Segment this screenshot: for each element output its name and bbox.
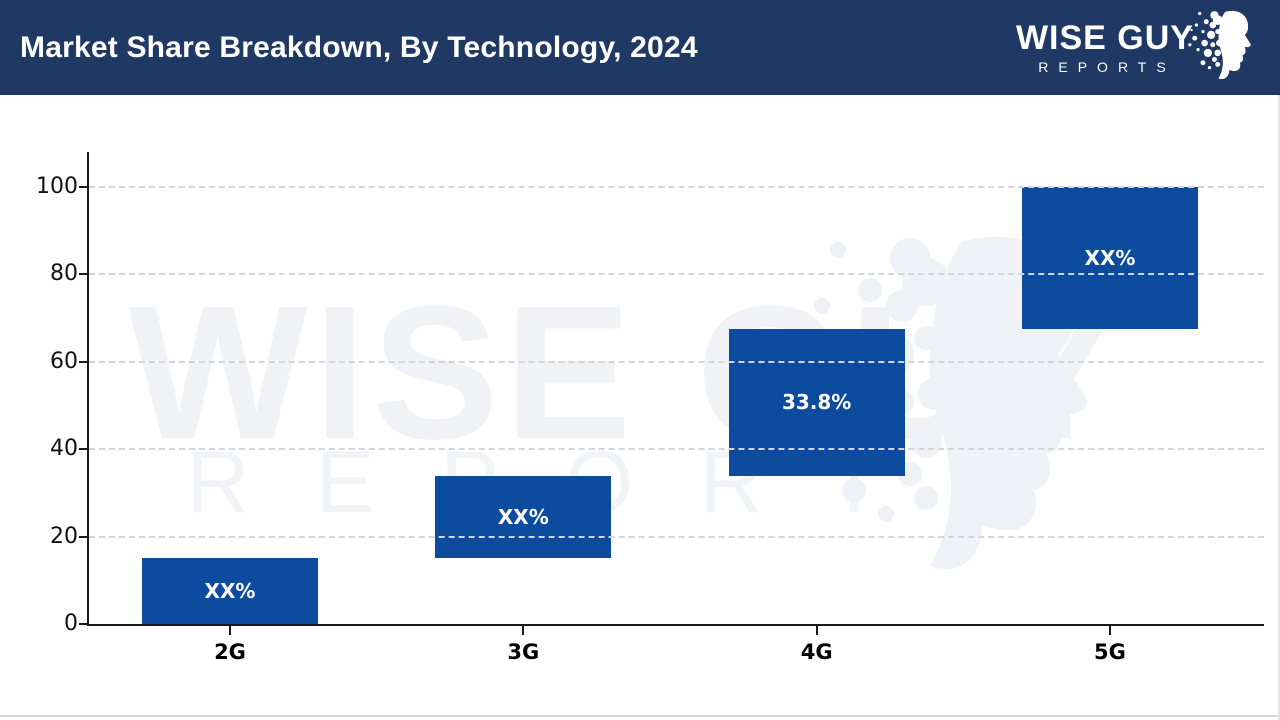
- x-tick-label: 2G: [214, 640, 246, 664]
- wiseguy-logo: WISE GUY REPORTS: [1016, 7, 1262, 89]
- bar-5g: XX%: [1021, 187, 1198, 329]
- bar-label-3g: XX%: [497, 505, 549, 530]
- x-tick-mark: [522, 626, 525, 635]
- y-tick-label: 0: [64, 611, 78, 636]
- gridline: [89, 360, 1264, 363]
- bar-label-2g: XX%: [204, 579, 256, 604]
- logo-line2: REPORTS: [1038, 58, 1176, 75]
- x-tick-label: 5G: [1094, 640, 1126, 664]
- x-tick-mark: [815, 626, 818, 635]
- x-tick-label: 3G: [507, 640, 540, 664]
- y-tick-mark: [79, 360, 88, 363]
- y-tick-mark: [79, 448, 88, 451]
- y-axis-spine: [87, 152, 89, 626]
- gridline: [89, 535, 1264, 538]
- bar-3g: XX%: [435, 476, 612, 559]
- y-tick-label: 20: [50, 523, 78, 549]
- y-tick-label: 40: [50, 436, 78, 462]
- bar-4g: 33.8%: [728, 328, 905, 477]
- y-tick-label: 80: [50, 261, 78, 287]
- gridline: [89, 448, 1264, 451]
- gridline: [89, 273, 1264, 276]
- y-tick-mark: [79, 623, 88, 625]
- x-axis-spine: [87, 624, 1264, 626]
- x-tick-label: 4G: [800, 640, 833, 664]
- page-right-border: [1278, 95, 1280, 720]
- y-tick-mark: [79, 535, 88, 538]
- header-bar: Market Share Breakdown, By Technology, 2…: [0, 0, 1280, 95]
- page-bottom-border: [0, 715, 1280, 717]
- bar-label-4g: 33.8%: [781, 390, 852, 415]
- bar-label-5g: XX%: [1084, 245, 1136, 270]
- y-tick-label: 100: [36, 174, 78, 199]
- dotted-head-icon: [1188, 10, 1251, 79]
- y-tick-label: 60: [50, 348, 78, 374]
- logo-wordmark: WISE GUY REPORTS: [1016, 21, 1194, 75]
- gridline: [89, 186, 1264, 188]
- y-tick-mark: [79, 273, 88, 276]
- logo-line1: WISE GUY: [1015, 18, 1194, 57]
- chart-title: Market Share Breakdown, By Technology, 2…: [20, 30, 698, 64]
- y-tick-mark: [79, 186, 88, 188]
- x-tick-mark: [229, 626, 231, 635]
- x-tick-mark: [1108, 626, 1111, 635]
- bar-2g: XX%: [142, 558, 318, 624]
